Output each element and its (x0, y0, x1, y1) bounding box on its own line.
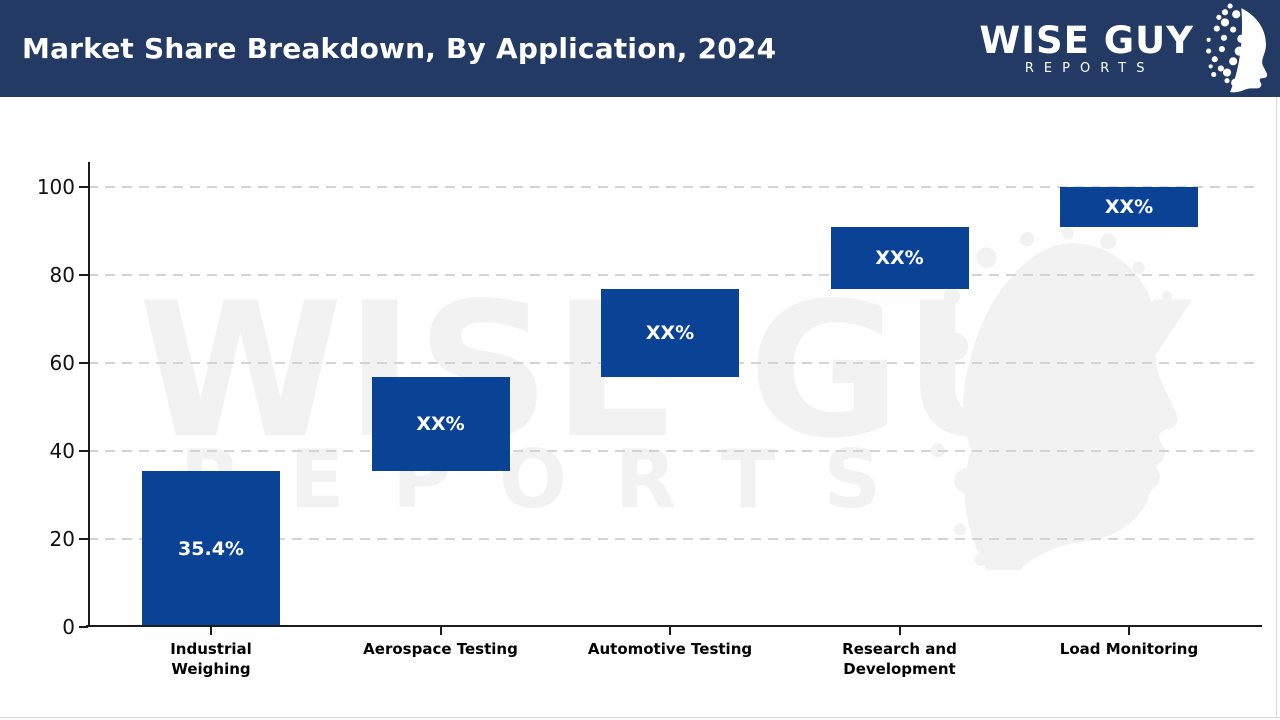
x-category-label: Industrial Weighing (170, 640, 252, 678)
logo-wordmark: WISE GUY (979, 19, 1194, 62)
y-axis-spine (88, 162, 90, 627)
logo-subtitle: REPORTS (1024, 61, 1155, 76)
bar-value-label: 35.4% (178, 538, 244, 561)
x-tick-mark (898, 627, 901, 635)
bar-value-label: XX% (416, 413, 465, 436)
y-tick-label: 0 (62, 615, 75, 639)
x-category-label: Load Monitoring (1059, 640, 1199, 658)
head-profile-icon (1206, 3, 1268, 92)
y-tick-label: 60 (49, 351, 75, 375)
watermark-subtitle: REPORTS (180, 433, 930, 526)
bar-2: XX% (371, 377, 510, 472)
y-tick-mark (79, 626, 88, 628)
y-tick-label: 80 (49, 263, 75, 287)
x-tick-mark (439, 627, 442, 635)
logo-text: WISE GUY REPORTS (979, 22, 1194, 75)
x-tick-mark (210, 627, 212, 635)
bar-4: XX% (830, 227, 969, 290)
bar-3: XX% (601, 289, 739, 378)
y-tick-mark (79, 362, 88, 364)
page-title: Market Share Breakdown, By Application, … (22, 32, 777, 65)
gridline (88, 186, 1260, 188)
y-tick-label: 40 (49, 439, 75, 463)
x-axis-spine (86, 625, 1262, 627)
x-tick-mark (669, 627, 671, 635)
x-category-label: Aerospace Testing (363, 640, 518, 658)
frame-right-line (1276, 97, 1277, 718)
gridline (88, 538, 1260, 540)
gridline (88, 274, 1260, 276)
x-tick-mark (1128, 627, 1130, 635)
wiseguy-logo: WISE GUY REPORTS (979, 3, 1280, 94)
x-category-label: Research and Development (842, 640, 957, 678)
bar-value-label: XX% (645, 322, 695, 345)
bar-1: 35.4% (142, 471, 280, 627)
y-tick-label: 20 (49, 527, 75, 551)
x-category-label: Automotive Testing (587, 640, 753, 658)
bar-5: XX% (1060, 187, 1198, 228)
y-tick-mark (79, 450, 88, 452)
y-tick-mark (79, 186, 88, 188)
watermark-head-profile (927, 227, 1178, 570)
bar-value-label: XX% (875, 247, 924, 270)
gridline (88, 450, 1260, 452)
header: Market Share Breakdown, By Application, … (0, 0, 1280, 97)
bar-value-label: XX% (1104, 196, 1154, 219)
y-tick-label: 100 (36, 175, 75, 199)
y-tick-mark (79, 538, 88, 540)
y-tick-mark (79, 274, 88, 276)
frame-bottom-line (0, 717, 1280, 718)
